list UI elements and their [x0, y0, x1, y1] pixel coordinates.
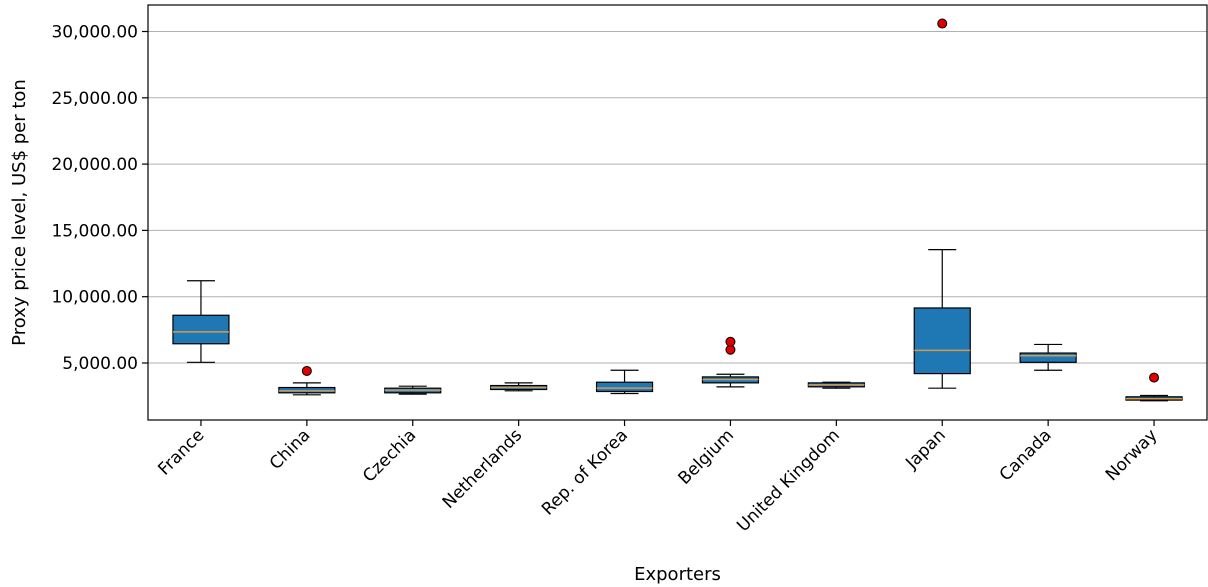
box-czechia — [384, 385, 442, 395]
y-gridlines — [148, 31, 1207, 364]
x-tick-label: Japan — [901, 425, 949, 473]
box-china — [278, 365, 336, 396]
box-iqr — [913, 307, 971, 375]
x-tick-label: Canada — [996, 425, 1056, 485]
axes — [147, 4, 1208, 421]
y-tick-label: 5,000.00 — [62, 354, 138, 374]
y-tick-label: 10,000.00 — [51, 288, 138, 308]
x-tick-label: Netherlands — [439, 425, 527, 513]
x-axis-title: Exporters — [634, 564, 721, 585]
y-axis-title: Proxy price level, US$ per ton — [9, 79, 30, 346]
x-tick-label: Czechia — [359, 425, 420, 486]
outlier-point — [301, 365, 312, 376]
x-tick-label: Belgium — [675, 425, 738, 488]
x-tick-label: France — [154, 425, 208, 479]
outlier-point — [1149, 372, 1160, 383]
outlier-point — [725, 336, 736, 347]
box-france — [172, 280, 230, 363]
x-tick-label: Rep. of Korea — [538, 425, 632, 519]
box-iqr — [172, 314, 230, 345]
y-tick-label: 15,000.00 — [51, 221, 138, 241]
x-tick-label: United Kingdom — [733, 425, 844, 536]
y-tick-label: 25,000.00 — [51, 89, 138, 109]
box-belgium — [701, 336, 760, 388]
plot-frame — [147, 4, 1208, 421]
boxes — [172, 18, 1183, 402]
y-ticks: 5,000.00 10,000.00 15,000.00 20,000.00 25,00… — [51, 23, 148, 374]
box-canada — [1019, 343, 1077, 371]
box-norway — [1125, 372, 1183, 402]
box-iqr — [595, 381, 654, 393]
box-japan — [913, 18, 971, 389]
box-united-kingdom — [807, 381, 865, 389]
x-tick-label: Norway — [1102, 425, 1162, 485]
box-netherlands — [490, 382, 548, 392]
box-rep-of-korea — [595, 369, 654, 395]
x-tick-label: China — [266, 425, 314, 473]
outlier-point — [937, 18, 948, 29]
y-tick-label: 30,000.00 — [51, 23, 138, 43]
y-tick-label: 20,000.00 — [51, 155, 138, 175]
x-ticks: France China Czechia Netherlands Rep. of Kor… — [154, 420, 1162, 536]
box-iqr — [1019, 352, 1077, 363]
